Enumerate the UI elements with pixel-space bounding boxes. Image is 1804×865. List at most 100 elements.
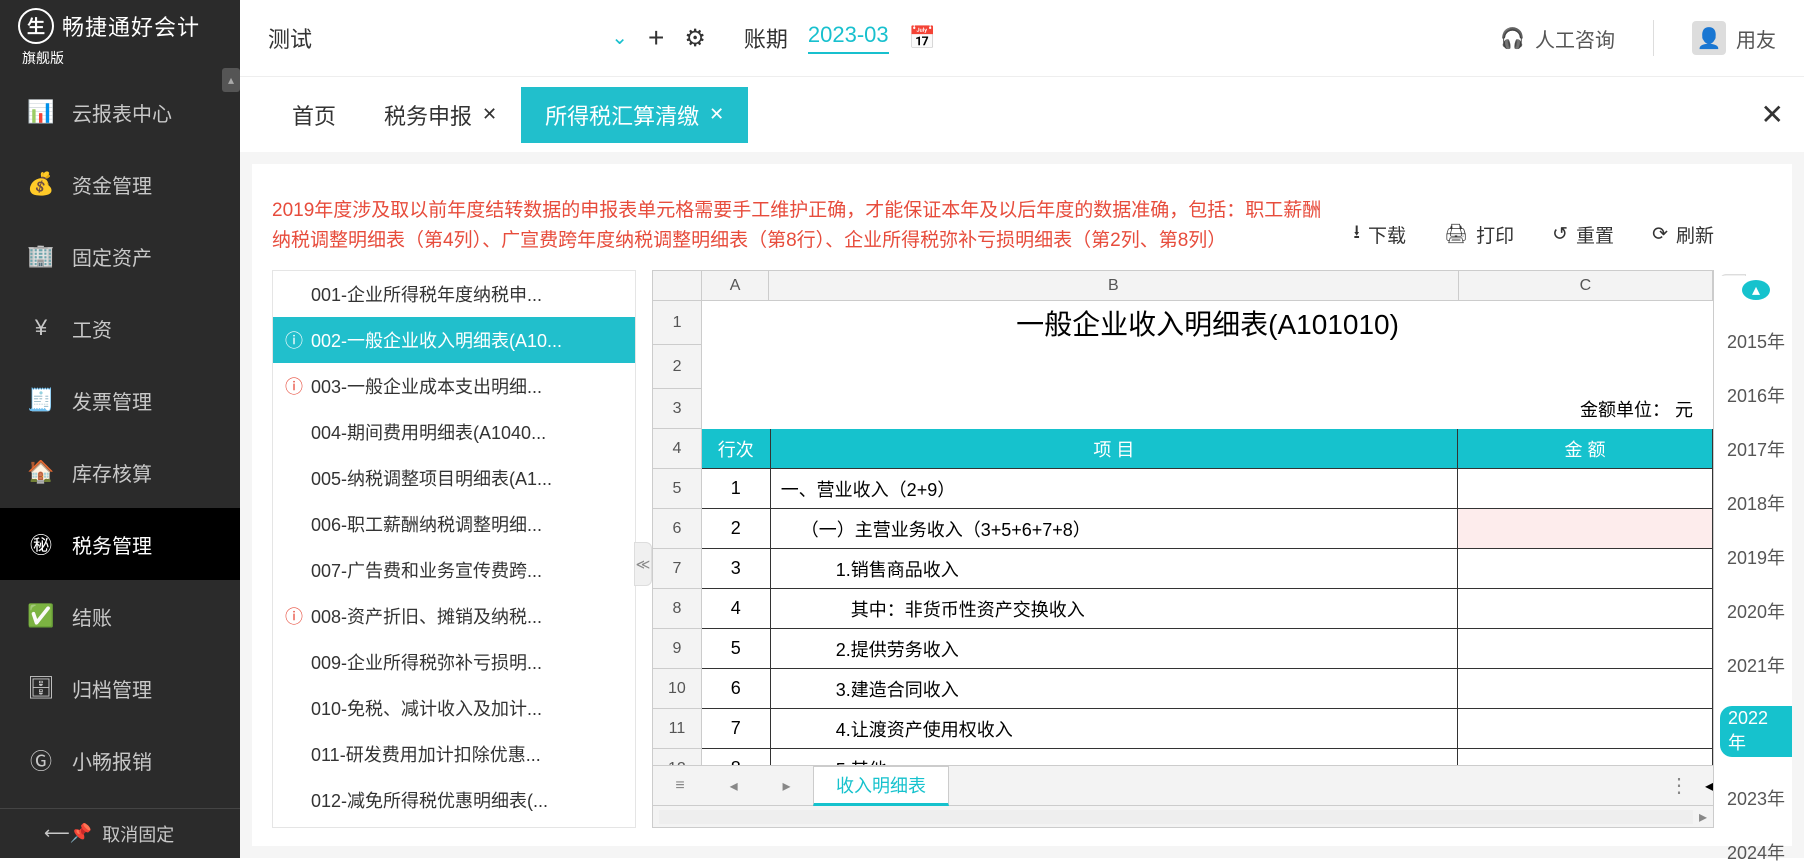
tab-1[interactable]: 税务申报✕ — [360, 87, 521, 143]
row-header[interactable]: 1 — [653, 301, 702, 345]
cell-amount[interactable] — [1458, 709, 1713, 749]
close-icon[interactable]: ✕ — [709, 104, 724, 125]
row-header[interactable]: 7 — [653, 549, 702, 589]
cell-amount[interactable] — [1458, 629, 1713, 669]
sidebar-item-invoice[interactable]: 🧾发票管理 — [0, 364, 240, 436]
cell-item[interactable]: 其中：非货币性资产交换收入 — [771, 589, 1458, 629]
form-list-item[interactable]: ⓘ003-一般企业成本支出明细... — [273, 363, 635, 409]
form-list-item[interactable]: 006-职工薪酬纳税调整明细... — [273, 501, 635, 547]
year-item[interactable]: 2020年 — [1727, 598, 1785, 624]
cell-item[interactable]: 一、营业收入（2+9） — [771, 469, 1458, 509]
print-button[interactable]: 🖨打印 — [1444, 218, 1514, 250]
sidebar-item-salary[interactable]: ¥工资 — [0, 292, 240, 364]
cell-amount[interactable] — [1458, 749, 1713, 765]
row-header[interactable]: 5 — [653, 469, 702, 509]
refresh-button[interactable]: ⟳刷新 — [1652, 218, 1714, 250]
year-item[interactable]: 2017年 — [1727, 436, 1785, 462]
cell-rownum[interactable]: 5 — [702, 629, 771, 669]
cell-rownum[interactable]: 7 — [702, 709, 771, 749]
horizontal-scrollbar[interactable]: ▸ — [653, 805, 1713, 827]
cell-amount[interactable] — [1458, 549, 1713, 589]
col-header-a[interactable]: A — [702, 271, 769, 300]
download-button[interactable]: ⭳下载 — [1353, 218, 1406, 250]
cell-amount[interactable] — [1458, 589, 1713, 629]
refresh-label: 刷新 — [1676, 221, 1714, 248]
row-header[interactable]: 11 — [653, 709, 702, 749]
sidebar-item-asset[interactable]: 🏢固定资产 — [0, 220, 240, 292]
year-item[interactable]: 2018年 — [1727, 490, 1785, 516]
year-item[interactable]: 2015年 — [1727, 328, 1785, 354]
user-menu[interactable]: 👤 用友 — [1692, 21, 1776, 55]
cell-rownum[interactable]: 1 — [702, 469, 771, 509]
col-header-c[interactable]: C — [1459, 271, 1713, 300]
sidebar-item-expense[interactable]: Ⓖ小畅报销 — [0, 724, 240, 796]
add-button[interactable]: + — [648, 22, 664, 54]
tab-2[interactable]: 所得税汇算清缴✕ — [521, 87, 748, 143]
cell-item[interactable]: 3.建造合同收入 — [771, 669, 1458, 709]
cell-item[interactable]: 2.提供劳务收入 — [771, 629, 1458, 669]
form-list-item[interactable]: 010-免税、减计收入及加计... — [273, 685, 635, 731]
hscroll-right-icon[interactable]: ▸ — [1693, 807, 1713, 827]
form-list-item[interactable]: 011-研发费用加计扣除优惠... — [273, 731, 635, 777]
year-item[interactable]: 2016年 — [1727, 382, 1785, 408]
hscroll-left-icon[interactable]: ◂ — [1705, 776, 1713, 796]
sidebar-item-settings[interactable]: ⚙基础设置 — [0, 796, 240, 808]
company-selector[interactable]: 测试 ⌄ — [268, 22, 628, 55]
row-header[interactable]: 2 — [653, 345, 702, 389]
cell-rownum[interactable]: 2 — [702, 509, 771, 549]
close-icon[interactable]: ✕ — [482, 104, 497, 125]
year-up-icon[interactable]: ▴ — [1742, 280, 1770, 300]
cell-item[interactable]: 1.销售商品收入 — [771, 549, 1458, 589]
sheet-menu-icon[interactable]: ⋮ — [1669, 773, 1689, 798]
row-header[interactable]: 6 — [653, 509, 702, 549]
cell-item[interactable]: （一）主营业务收入（3+5+6+7+8） — [771, 509, 1458, 549]
sidebar-item-chart[interactable]: 📊云报表中心 — [0, 76, 240, 148]
sidebar-item-tax[interactable]: ㊙税务管理 — [0, 508, 240, 580]
cell-amount[interactable] — [1458, 669, 1713, 709]
form-list-item[interactable]: 007-广告费和业务宣传费跨... — [273, 547, 635, 593]
form-list-item[interactable]: 009-企业所得税弥补亏损明... — [273, 639, 635, 685]
cell-rownum[interactable]: 3 — [702, 549, 771, 589]
row-header[interactable]: 8 — [653, 589, 702, 629]
year-item[interactable]: 2023年 — [1727, 785, 1785, 811]
sidebar-item-archive[interactable]: 🗄归档管理 — [0, 652, 240, 724]
year-item[interactable]: 2021年 — [1727, 652, 1785, 678]
row-header[interactable]: 4 — [653, 429, 702, 469]
row-header[interactable]: 10 — [653, 669, 702, 709]
calendar-icon[interactable]: 📅 — [909, 25, 936, 51]
row-header[interactable]: 9 — [653, 629, 702, 669]
form-list-item[interactable]: ⓘ002-一般企业收入明细表(A10... — [273, 317, 635, 363]
sheet-nav[interactable]: ≡◂▸ — [653, 776, 813, 796]
sheet-tab-active[interactable]: 收入明细表 — [813, 766, 949, 806]
cell-rownum[interactable]: 8 — [702, 749, 771, 765]
sidebar-item-close-book[interactable]: ✅结账 — [0, 580, 240, 652]
cell-item[interactable]: 5.其他 — [771, 749, 1458, 765]
form-list-item[interactable]: 012-减免所得税优惠明细表(... — [273, 777, 635, 823]
col-header-b[interactable]: B — [769, 271, 1459, 300]
collapse-handle[interactable]: ≪ — [634, 542, 652, 586]
sidebar-item-wallet[interactable]: 💰资金管理 — [0, 148, 240, 220]
row-header[interactable]: 3 — [653, 389, 702, 429]
year-item[interactable]: 2024年 — [1727, 839, 1785, 865]
row-header[interactable]: 12 — [653, 749, 702, 765]
support-button[interactable]: 🎧 人工咨询 — [1500, 24, 1615, 53]
cell-rownum[interactable]: 4 — [702, 589, 771, 629]
period-value[interactable]: 2023-03 — [808, 22, 889, 54]
settings-icon[interactable]: ⚙ — [684, 24, 706, 53]
year-item[interactable]: 2022年 — [1720, 706, 1792, 757]
cell-amount[interactable] — [1458, 509, 1713, 549]
reset-button[interactable]: ↺重置 — [1552, 218, 1614, 250]
sidebar-scroll-up-icon[interactable]: ▴ — [222, 68, 240, 92]
cell-amount[interactable] — [1458, 469, 1713, 509]
tab-0[interactable]: 首页 — [268, 87, 360, 143]
cell-item[interactable]: 4.让渡资产使用权收入 — [771, 709, 1458, 749]
cell-rownum[interactable]: 6 — [702, 669, 771, 709]
sidebar-unpin[interactable]: ⟵📌 取消固定 — [0, 808, 240, 858]
year-item[interactable]: 2019年 — [1727, 544, 1785, 570]
sidebar-item-stock[interactable]: 🏠库存核算 — [0, 436, 240, 508]
form-list-item[interactable]: 001-企业所得税年度纳税申... — [273, 271, 635, 317]
form-list-item[interactable]: 005-纳税调整项目明细表(A1... — [273, 455, 635, 501]
form-list-item[interactable]: 004-期间费用明细表(A1040... — [273, 409, 635, 455]
form-list-item[interactable]: ⓘ008-资产折旧、摊销及纳税... — [273, 593, 635, 639]
close-panel-icon[interactable]: ✕ — [1761, 98, 1784, 131]
